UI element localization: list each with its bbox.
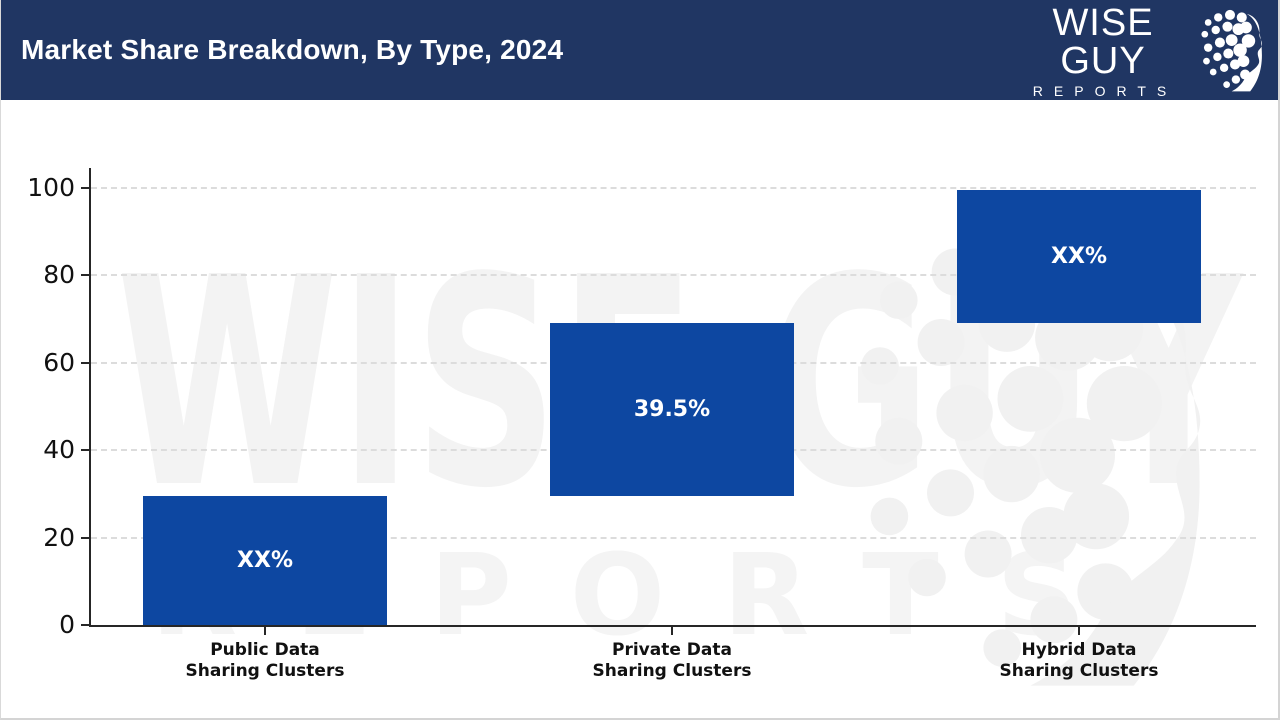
y-tick-label: 100 (27, 172, 75, 202)
bar-segment: XX% (957, 189, 1201, 324)
y-tick-label: 40 (43, 435, 75, 464)
bar-segment: 39.5% (550, 323, 794, 496)
x-axis-spine (89, 625, 1256, 627)
y-tick-mark (81, 536, 89, 539)
y-axis-spine (89, 168, 91, 627)
y-tick-label: 0 (59, 610, 75, 639)
wiseguy-logo: WISE GUY REPORTS (1017, 4, 1267, 99)
y-tick-mark (81, 274, 89, 276)
x-category-label: Private Data Sharing Clusters (592, 640, 752, 681)
page-title: Market Share Breakdown, By Type, 2024 (21, 34, 564, 65)
y-tick-mark (81, 449, 89, 451)
x-tick-mark (264, 627, 266, 635)
y-tick-mark (81, 361, 89, 364)
gridline (91, 186, 1256, 189)
x-tick-mark (1078, 627, 1080, 635)
gridline (91, 274, 1256, 276)
bar-segment: XX% (143, 495, 387, 625)
gridline (91, 536, 1256, 539)
y-tick-mark (81, 186, 89, 189)
x-category-label: Public Data Sharing Clusters (185, 640, 345, 681)
x-category-label: Hybrid Data Sharing Clusters (999, 640, 1159, 681)
logo-reports-text: REPORTS (1032, 82, 1178, 99)
y-tick-label: 20 (43, 522, 75, 552)
logo-face-icon (1201, 9, 1263, 92)
y-tick-mark (81, 624, 89, 626)
bar-value-label: XX% (237, 547, 293, 573)
y-tick-label: 80 (43, 260, 75, 289)
header-bar: Market Share Breakdown, By Type, 2024 WI… (1, 0, 1278, 100)
y-tick-label: 60 (43, 347, 75, 377)
x-tick-mark (671, 627, 673, 635)
bar-value-label: 39.5% (633, 397, 711, 423)
logo-wiseguy-text: WISE GUY (1052, 1, 1154, 82)
bar-value-label: XX% (1051, 243, 1107, 269)
